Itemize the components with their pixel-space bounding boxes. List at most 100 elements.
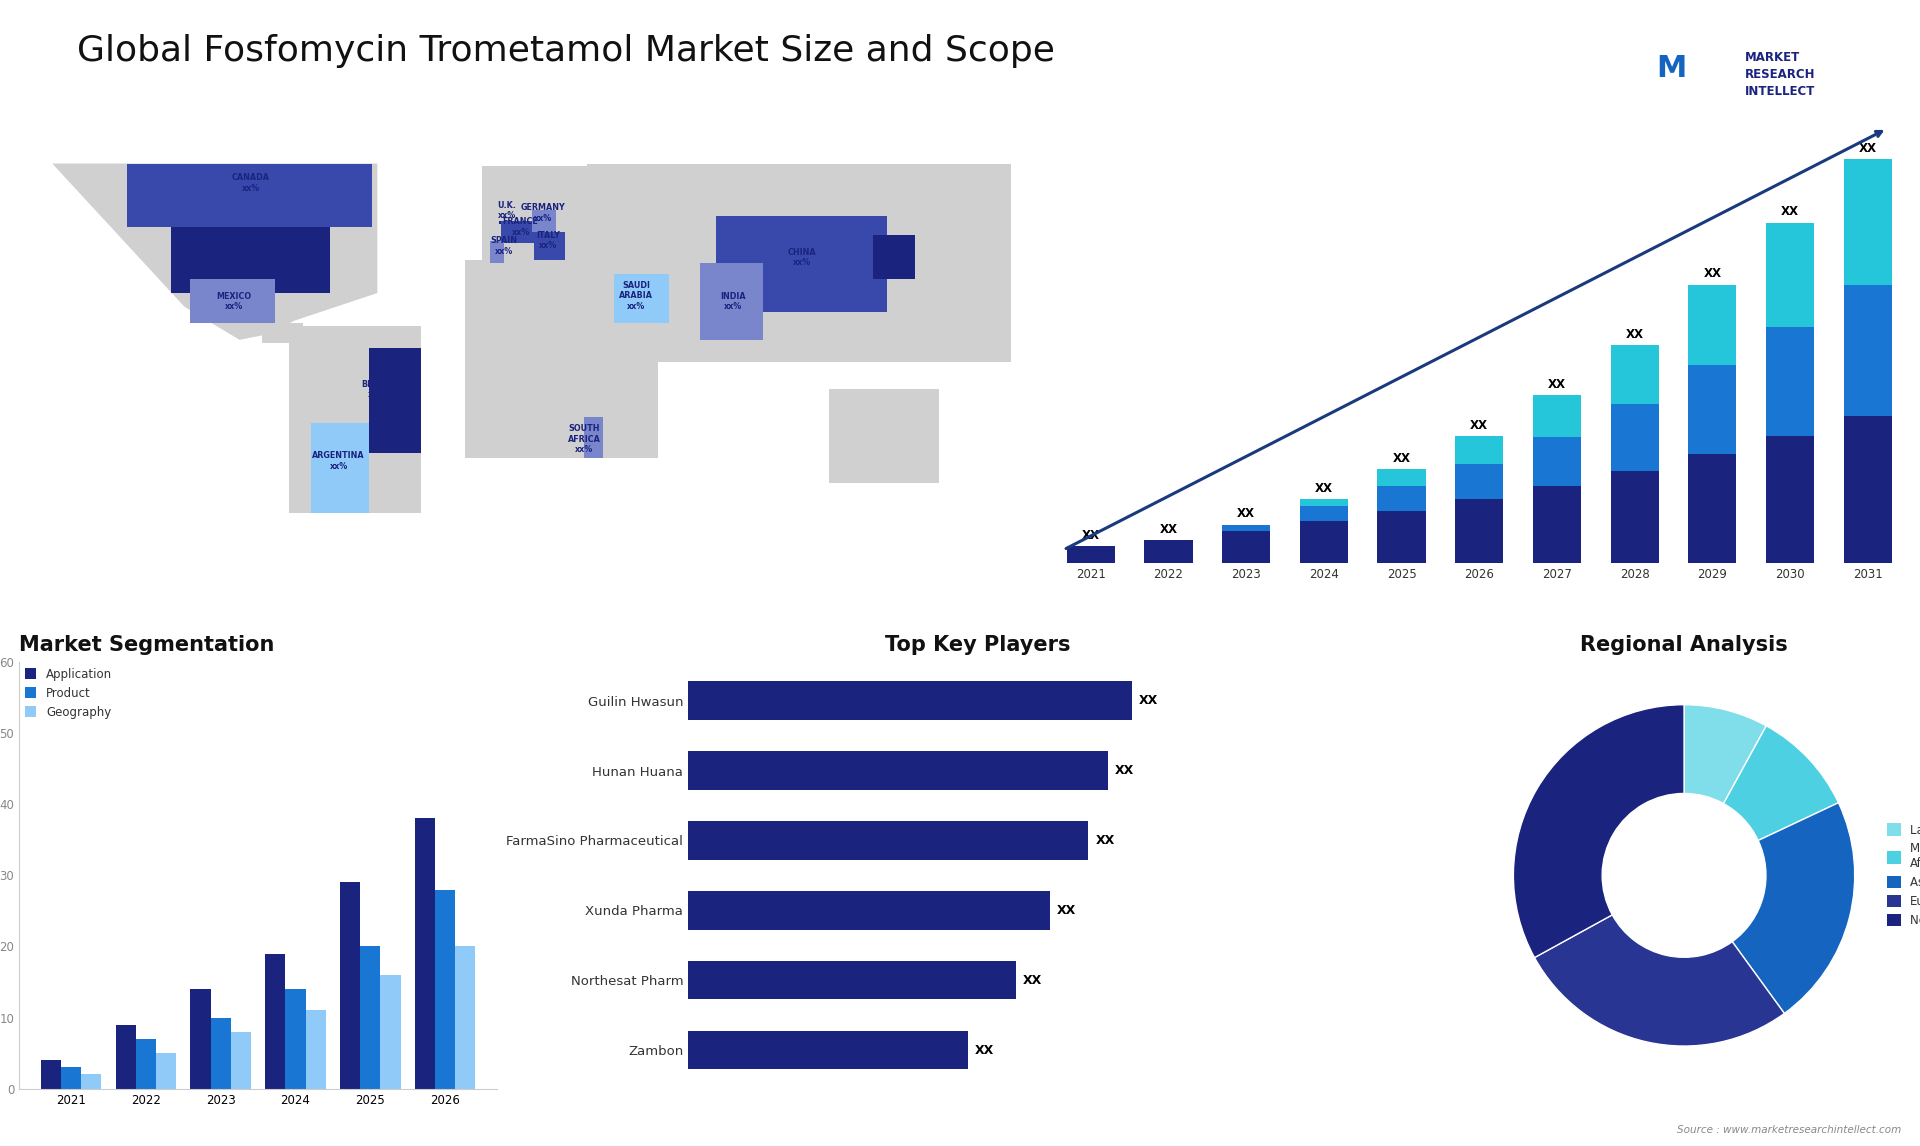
- Bar: [1611, 345, 1659, 403]
- Bar: [1455, 464, 1503, 500]
- Bar: [1221, 525, 1271, 532]
- Polygon shape: [501, 221, 538, 243]
- Bar: [340, 882, 361, 1089]
- Bar: [1688, 366, 1736, 454]
- Bar: [1068, 547, 1116, 563]
- Text: CHINA
xx%: CHINA xx%: [787, 248, 816, 267]
- Text: XX: XX: [1859, 142, 1876, 155]
- Bar: [1532, 438, 1580, 486]
- Legend: Application, Product, Geography: Application, Product, Geography: [25, 668, 113, 719]
- Text: CANADA
xx%: CANADA xx%: [232, 173, 269, 193]
- Bar: [415, 818, 436, 1089]
- Text: BRAZIL
xx%: BRAZIL xx%: [361, 379, 394, 399]
- Bar: [156, 1053, 177, 1089]
- Text: XX: XX: [1548, 378, 1567, 391]
- Text: XX: XX: [1096, 834, 1116, 847]
- Polygon shape: [482, 166, 632, 266]
- Text: ARGENTINA
xx%: ARGENTINA xx%: [313, 452, 365, 471]
- Bar: [190, 989, 211, 1089]
- Legend: Latin America, Middle East &
Africa, Asia Pacific, Europe, North America: Latin America, Middle East & Africa, Asi…: [1882, 818, 1920, 932]
- Bar: [305, 1011, 326, 1089]
- Text: Source : www.marketresearchintellect.com: Source : www.marketresearchintellect.com: [1676, 1124, 1901, 1135]
- Polygon shape: [584, 417, 603, 458]
- Bar: [136, 1039, 156, 1089]
- Polygon shape: [716, 215, 887, 313]
- Bar: [286, 989, 305, 1089]
- Bar: [1766, 435, 1814, 563]
- Bar: [687, 752, 1108, 790]
- Text: FRANCE
xx%: FRANCE xx%: [503, 218, 538, 236]
- Polygon shape: [171, 227, 330, 293]
- Bar: [1766, 327, 1814, 435]
- Bar: [1144, 540, 1192, 563]
- Wedge shape: [1724, 725, 1839, 840]
- Text: ITALY
xx%: ITALY xx%: [536, 231, 561, 250]
- Bar: [1300, 500, 1348, 507]
- Text: XX: XX: [1160, 523, 1177, 535]
- Text: SAUDI
ARABIA
xx%: SAUDI ARABIA xx%: [620, 281, 653, 311]
- Polygon shape: [499, 221, 520, 225]
- Bar: [1843, 416, 1891, 563]
- Text: MEXICO
xx%: MEXICO xx%: [217, 291, 252, 311]
- Polygon shape: [127, 164, 372, 227]
- Bar: [1843, 284, 1891, 416]
- Polygon shape: [699, 262, 762, 340]
- Polygon shape: [553, 170, 607, 197]
- Polygon shape: [190, 280, 275, 323]
- Wedge shape: [1513, 705, 1684, 958]
- Text: XX: XX: [1471, 418, 1488, 432]
- Bar: [1766, 222, 1814, 327]
- Bar: [1843, 159, 1891, 284]
- Bar: [40, 1060, 61, 1089]
- Text: XX: XX: [1056, 904, 1075, 917]
- Title: Top Key Players: Top Key Players: [885, 635, 1069, 654]
- Text: SPAIN
xx%: SPAIN xx%: [490, 236, 518, 256]
- Bar: [81, 1075, 102, 1089]
- Bar: [1300, 507, 1348, 521]
- Bar: [1611, 403, 1659, 471]
- Polygon shape: [532, 211, 557, 233]
- Bar: [1455, 500, 1503, 563]
- Bar: [1688, 284, 1736, 366]
- Title: Regional Analysis: Regional Analysis: [1580, 635, 1788, 654]
- Text: M: M: [1655, 54, 1686, 83]
- Text: INDIA
xx%: INDIA xx%: [720, 291, 745, 311]
- Bar: [230, 1031, 252, 1089]
- Polygon shape: [290, 327, 420, 513]
- Wedge shape: [1684, 705, 1766, 803]
- Bar: [1688, 454, 1736, 563]
- Polygon shape: [52, 164, 378, 340]
- Polygon shape: [465, 260, 659, 458]
- Bar: [687, 1031, 968, 1069]
- Bar: [1300, 521, 1348, 563]
- Bar: [61, 1067, 81, 1089]
- Polygon shape: [829, 390, 939, 484]
- Polygon shape: [261, 323, 303, 343]
- Bar: [1455, 435, 1503, 464]
- Polygon shape: [534, 233, 564, 260]
- Text: U.K.
xx%: U.K. xx%: [497, 201, 516, 220]
- Bar: [1532, 486, 1580, 563]
- Bar: [455, 947, 476, 1089]
- Text: XX: XX: [1081, 529, 1100, 542]
- Polygon shape: [369, 348, 420, 453]
- Bar: [1377, 469, 1427, 486]
- Polygon shape: [311, 423, 369, 513]
- Text: XX: XX: [1392, 452, 1411, 465]
- Bar: [115, 1025, 136, 1089]
- Bar: [1377, 486, 1427, 511]
- Polygon shape: [588, 164, 680, 266]
- Bar: [1611, 471, 1659, 563]
- Bar: [687, 892, 1050, 929]
- Text: MARKET
RESEARCH
INTELLECT: MARKET RESEARCH INTELLECT: [1745, 52, 1816, 99]
- Text: SOUTH
AFRICA
xx%: SOUTH AFRICA xx%: [568, 424, 601, 454]
- Text: U.S.
xx%: U.S. xx%: [230, 236, 250, 256]
- Text: Global Fosfomycin Trometamol Market Size and Scope: Global Fosfomycin Trometamol Market Size…: [77, 34, 1054, 69]
- Polygon shape: [490, 241, 505, 262]
- Wedge shape: [1534, 915, 1784, 1046]
- Bar: [1377, 511, 1427, 563]
- Text: Market Segmentation: Market Segmentation: [19, 635, 275, 654]
- Text: JAPAN
xx%: JAPAN xx%: [881, 250, 908, 269]
- Polygon shape: [614, 274, 670, 323]
- Bar: [361, 947, 380, 1089]
